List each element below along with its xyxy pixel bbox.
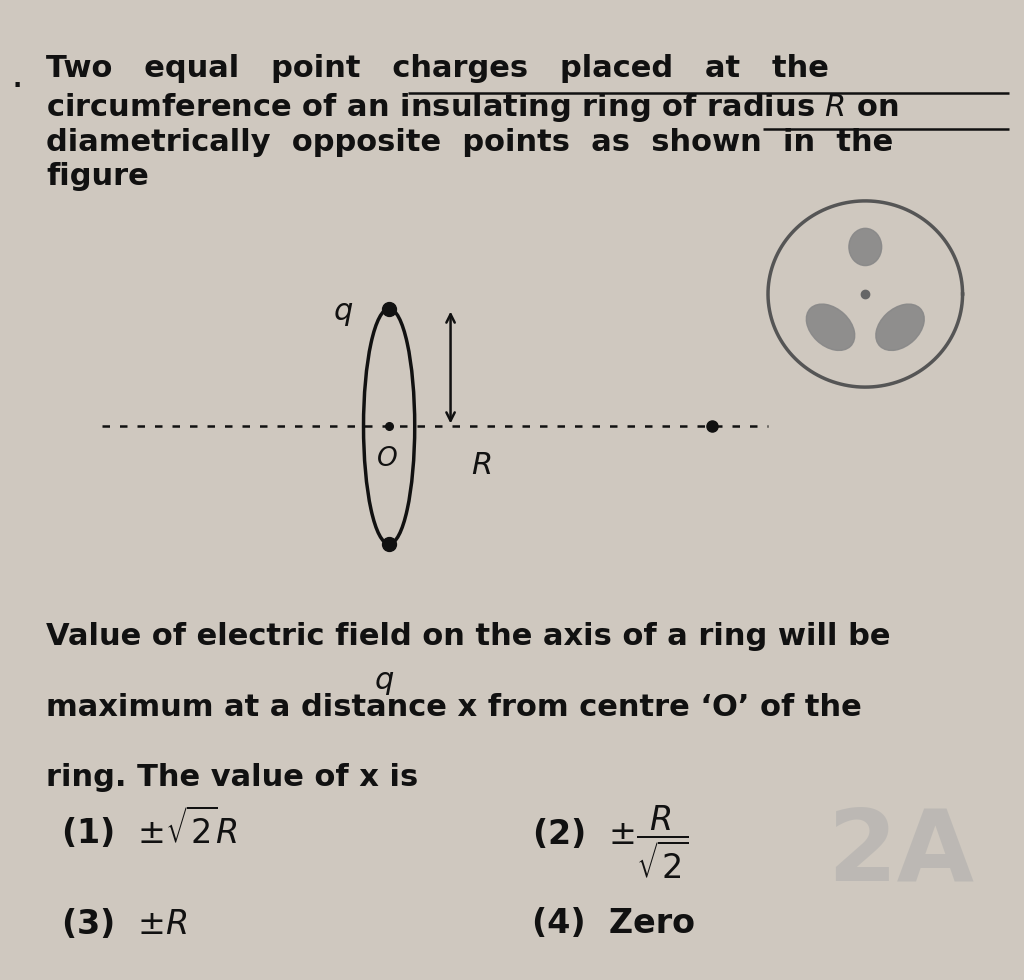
Text: maximum at a distance x from centre ‘O’ of the: maximum at a distance x from centre ‘O’ … <box>46 693 862 722</box>
Text: $O$: $O$ <box>376 446 398 472</box>
Text: (4)  Zero: (4) Zero <box>532 906 695 940</box>
Ellipse shape <box>849 228 882 266</box>
Text: (1)  $\pm\sqrt{2}R$: (1) $\pm\sqrt{2}R$ <box>61 804 238 850</box>
Text: (3)  $\pm R$: (3) $\pm R$ <box>61 906 188 941</box>
Text: .: . <box>10 54 24 96</box>
Ellipse shape <box>876 304 925 351</box>
Text: diametrically  opposite  points  as  shown  in  the: diametrically opposite points as shown i… <box>46 128 893 158</box>
Text: Value of electric field on the axis of a ring will be: Value of electric field on the axis of a… <box>46 622 891 652</box>
Text: Two   equal   point   charges   placed   at   the: Two equal point charges placed at the <box>46 54 829 83</box>
Text: $q$: $q$ <box>333 299 353 328</box>
Text: ring. The value of x is: ring. The value of x is <box>46 763 419 793</box>
Text: (2)  $\pm\dfrac{R}{\sqrt{2}}$: (2) $\pm\dfrac{R}{\sqrt{2}}$ <box>532 804 689 881</box>
Ellipse shape <box>806 304 855 351</box>
Text: $q$: $q$ <box>374 668 394 698</box>
Text: 2A: 2A <box>827 805 975 902</box>
Text: figure: figure <box>46 162 148 191</box>
Text: $R$: $R$ <box>471 451 492 480</box>
Text: circumference of an insulating ring of radius $R$ on: circumference of an insulating ring of r… <box>46 91 899 124</box>
